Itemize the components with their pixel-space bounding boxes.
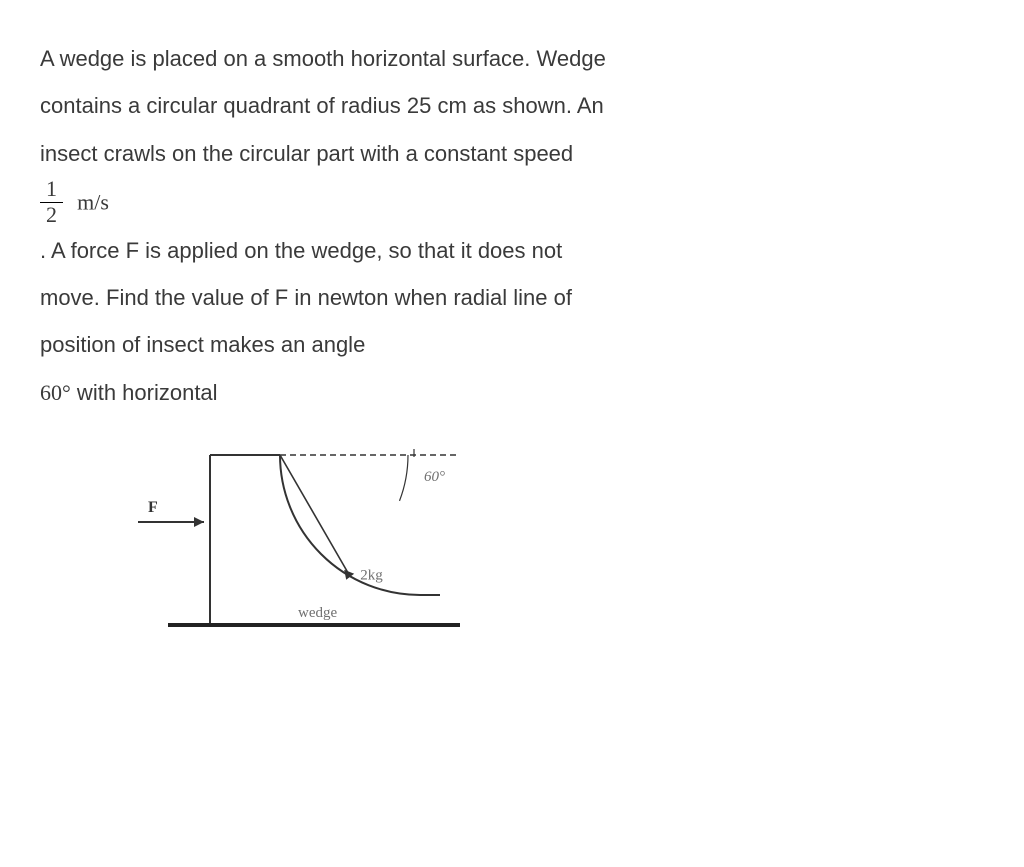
text-line-2: contains a circular quadrant of radius 2…: [40, 82, 984, 129]
text-line-4: . A force F is applied on the wedge, so …: [40, 227, 984, 274]
speed-value: 1 2 m/s: [40, 177, 984, 227]
svg-text:wedge: wedge: [298, 605, 337, 621]
fraction: 1 2: [40, 177, 63, 226]
fraction-denominator: 2: [40, 203, 63, 227]
wedge-diagram: 60° 2kg Fwedge: [120, 430, 984, 670]
text-line-3: insect crawls on the circular part with …: [40, 130, 984, 177]
angle-line: 60° with horizontal: [40, 369, 984, 416]
fraction-numerator: 1: [40, 177, 63, 202]
svg-text:F: F: [148, 499, 158, 516]
text-line-1: A wedge is placed on a smooth horizontal…: [40, 35, 984, 82]
angle-value: 60°: [40, 380, 71, 405]
text-line-5: move. Find the value of F in newton when…: [40, 274, 984, 321]
problem-statement: A wedge is placed on a smooth horizontal…: [40, 35, 984, 416]
svg-text:2kg: 2kg: [360, 568, 383, 584]
angle-tail: with horizontal: [71, 380, 218, 405]
text-line-6: position of insect makes an angle: [40, 321, 984, 368]
speed-units: m/s: [77, 189, 109, 214]
svg-text:60°: 60°: [424, 469, 445, 485]
